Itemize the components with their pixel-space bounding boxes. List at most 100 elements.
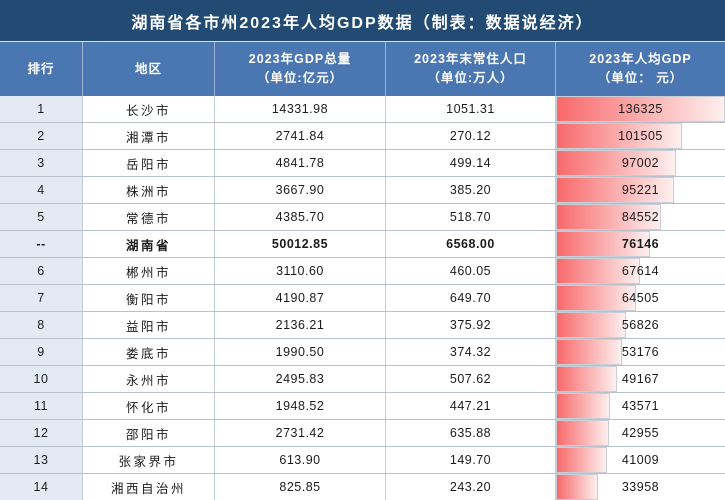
gdp-total-cell: 3667.90: [215, 177, 386, 203]
table-row: 14 湘西自治州 825.85 243.20 33958: [0, 474, 725, 500]
header-per-capita-gdp-unit: （单位： 元）: [597, 71, 684, 85]
per-capita-data-bar: [556, 393, 610, 419]
table-row: -- 湖南省 50012.85 6568.00 76146: [0, 231, 725, 258]
gdp-total-cell: 2495.83: [215, 366, 386, 392]
table-row: 6 郴州市 3110.60 460.05 67614: [0, 258, 725, 285]
population-cell: 270.12: [386, 123, 556, 149]
rank-cell: 14: [0, 474, 83, 500]
table-row: 5 常德市 4385.70 518.70 84552: [0, 204, 725, 231]
table-row: 11 怀化市 1948.52 447.21 43571: [0, 393, 725, 420]
region-cell: 湘西自治州: [83, 474, 215, 500]
rank-cell: 5: [0, 204, 83, 230]
gdp-total-cell: 14331.98: [215, 96, 386, 122]
header-population-unit: （单位:万人）: [427, 71, 514, 85]
region-cell: 长沙市: [83, 96, 215, 122]
population-cell: 518.70: [386, 204, 556, 230]
population-cell: 243.20: [386, 474, 556, 500]
header-population-label: 2023年末常住人口: [414, 52, 527, 67]
population-cell: 649.70: [386, 285, 556, 311]
gdp-total-cell: 4190.87: [215, 285, 386, 311]
table-row: 13 张家界市 613.90 149.70 41009: [0, 447, 725, 474]
gdp-total-cell: 4385.70: [215, 204, 386, 230]
table-row: 2 湘潭市 2741.84 270.12 101505: [0, 123, 725, 150]
header-rank-label: 排行: [27, 61, 55, 76]
population-cell: 499.14: [386, 150, 556, 176]
per-capita-cell: 67614: [556, 258, 725, 284]
per-capita-cell: 101505: [556, 123, 725, 149]
per-capita-cell: 41009: [556, 447, 725, 473]
population-cell: 149.70: [386, 447, 556, 473]
region-cell: 邵阳市: [83, 420, 215, 446]
rank-cell: 7: [0, 285, 83, 311]
rank-cell: 1: [0, 96, 83, 122]
population-cell: 507.62: [386, 366, 556, 392]
table-row: 7 衡阳市 4190.87 649.70 64505: [0, 285, 725, 312]
header-gdp-total-unit: （单位:亿元）: [256, 71, 344, 85]
gdp-total-cell: 1990.50: [215, 339, 386, 365]
per-capita-cell: 33958: [556, 474, 725, 500]
region-cell: 常德市: [83, 204, 215, 230]
table-row: 10 永州市 2495.83 507.62 49167: [0, 366, 725, 393]
gdp-total-cell: 825.85: [215, 474, 386, 500]
table-body: 1 长沙市 14331.98 1051.31 136325 2 湘潭市 2741.84 270.…: [0, 96, 725, 500]
header-population: 2023年末常住人口 （单位:万人）: [386, 42, 556, 96]
per-capita-data-bar: [556, 474, 599, 500]
table-row: 8 益阳市 2136.21 375.92 56826: [0, 312, 725, 339]
per-capita-data-bar: [556, 285, 636, 311]
population-cell: 1051.31: [386, 96, 556, 122]
population-cell: 635.88: [386, 420, 556, 446]
header-region: 地区: [83, 42, 215, 96]
per-capita-data-bar: [556, 339, 622, 365]
rank-cell: 4: [0, 177, 83, 203]
population-cell: 447.21: [386, 393, 556, 419]
rank-cell: 3: [0, 150, 83, 176]
per-capita-data-bar: [556, 312, 627, 338]
gdp-total-cell: 50012.85: [215, 231, 386, 257]
per-capita-data-bar: [556, 123, 682, 149]
per-capita-cell: 43571: [556, 393, 725, 419]
region-cell: 张家界市: [83, 447, 215, 473]
table-row: 4 株洲市 3667.90 385.20 95221: [0, 177, 725, 204]
per-capita-cell: 136325: [556, 96, 725, 122]
per-capita-cell: 84552: [556, 204, 725, 230]
region-cell: 怀化市: [83, 393, 215, 419]
rank-cell: 12: [0, 420, 83, 446]
rank-cell: 2: [0, 123, 83, 149]
region-cell: 衡阳市: [83, 285, 215, 311]
header-rank: 排行: [0, 42, 83, 96]
region-cell: 郴州市: [83, 258, 215, 284]
rank-cell: 8: [0, 312, 83, 338]
table-header: 排行 地区 2023年GDP总量 （单位:亿元） 2023年末常住人口 （单位:…: [0, 42, 725, 96]
per-capita-cell: 42955: [556, 420, 725, 446]
header-gdp-total-label: 2023年GDP总量: [248, 52, 352, 67]
gdp-total-cell: 613.90: [215, 447, 386, 473]
header-region-label: 地区: [134, 61, 162, 76]
table-row: 3 岳阳市 4841.78 499.14 97002: [0, 150, 725, 177]
rank-cell: --: [0, 231, 83, 257]
rank-cell: 9: [0, 339, 83, 365]
region-cell: 娄底市: [83, 339, 215, 365]
population-cell: 375.92: [386, 312, 556, 338]
per-capita-data-bar: [556, 96, 725, 122]
rank-cell: 13: [0, 447, 83, 473]
region-cell: 湖南省: [83, 231, 215, 257]
per-capita-data-bar: [556, 420, 610, 446]
gdp-total-cell: 2731.42: [215, 420, 386, 446]
table-row: 9 娄底市 1990.50 374.32 53176: [0, 339, 725, 366]
region-cell: 株洲市: [83, 177, 215, 203]
per-capita-data-bar: [556, 231, 651, 257]
header-gdp-total: 2023年GDP总量 （单位:亿元）: [215, 42, 386, 96]
per-capita-cell: 64505: [556, 285, 725, 311]
region-cell: 岳阳市: [83, 150, 215, 176]
table-row: 1 长沙市 14331.98 1051.31 136325: [0, 96, 725, 123]
gdp-total-cell: 2741.84: [215, 123, 386, 149]
per-capita-data-bar: [556, 366, 617, 392]
region-cell: 益阳市: [83, 312, 215, 338]
gdp-total-cell: 4841.78: [215, 150, 386, 176]
page-title: 湖南省各市州2023年人均GDP数据（制表：数据说经济）: [0, 0, 725, 42]
population-cell: 374.32: [386, 339, 556, 365]
rank-cell: 6: [0, 258, 83, 284]
rank-cell: 10: [0, 366, 83, 392]
per-capita-data-bar: [556, 150, 677, 176]
per-capita-data-bar: [556, 204, 661, 230]
